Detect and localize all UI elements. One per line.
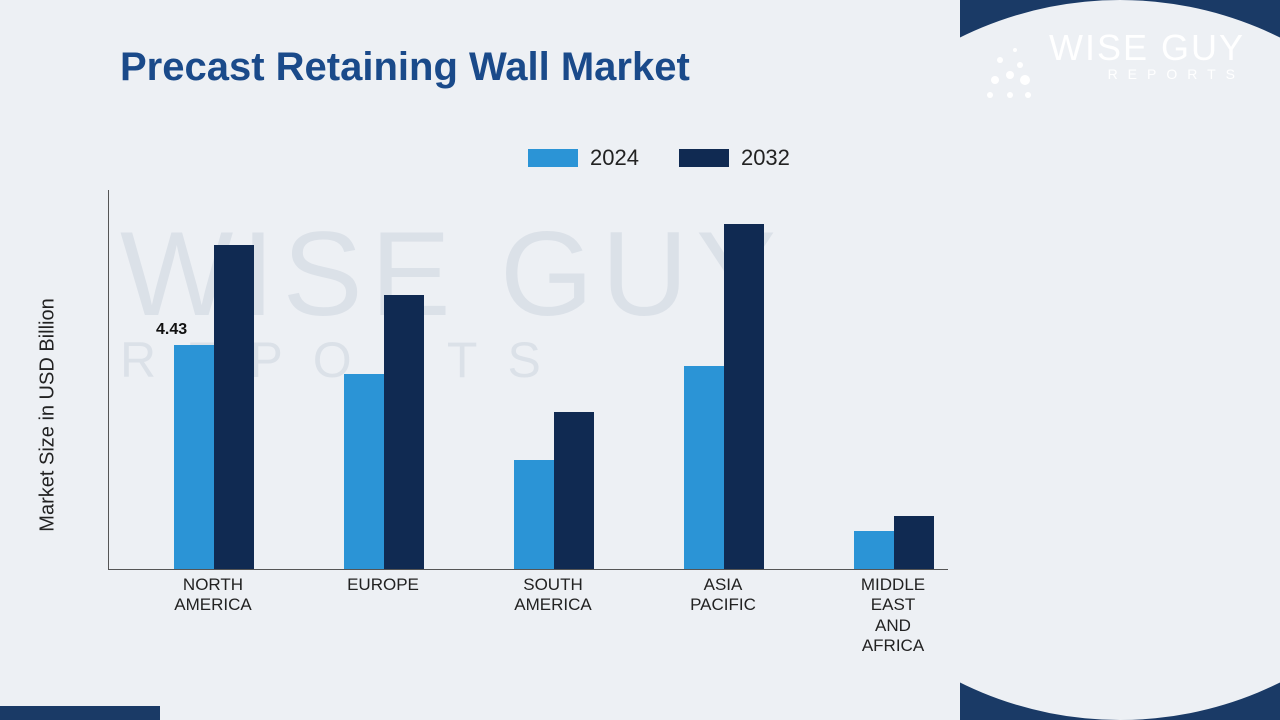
category-label: MIDDLEEASTANDAFRICA: [833, 575, 953, 657]
bar-group: 4.43: [154, 245, 274, 569]
bar: [894, 516, 934, 569]
x-axis-labels: NORTHAMERICA EUROPE SOUTHAMERICA ASIAPACIFI…: [108, 575, 948, 695]
legend-label-2032: 2032: [741, 145, 790, 171]
legend-item-2024: 2024: [528, 145, 639, 171]
legend-swatch-2024: [528, 149, 578, 167]
bar: [724, 224, 764, 569]
bottom-accent-bar: [0, 706, 160, 720]
category-label: ASIAPACIFIC: [663, 575, 783, 616]
brand-sub: REPORTS: [1049, 66, 1245, 82]
bar: [684, 366, 724, 569]
category-label: EUROPE: [323, 575, 443, 595]
legend: 2024 2032: [528, 145, 790, 171]
legend-label-2024: 2024: [590, 145, 639, 171]
bar-group: [324, 295, 444, 569]
chart-title: Precast Retaining Wall Market: [120, 45, 690, 90]
brand-logo: WISE GUY REPORTS: [1049, 30, 1245, 82]
legend-item-2032: 2032: [679, 145, 790, 171]
bar: [384, 295, 424, 569]
bar: [344, 374, 384, 569]
bar: [174, 345, 214, 569]
bar: [554, 412, 594, 569]
bar-group: [834, 516, 954, 569]
plot-area: 4.43: [108, 190, 948, 570]
bar: [214, 245, 254, 569]
bar: [854, 531, 894, 569]
category-label: SOUTHAMERICA: [493, 575, 613, 616]
bar-group: [494, 412, 614, 569]
chart: Market Size in USD Billion 2024 2032 4.4…: [48, 150, 948, 680]
brand-head-icon: [980, 40, 1040, 110]
bar-group: [664, 224, 784, 569]
legend-swatch-2032: [679, 149, 729, 167]
category-label: NORTHAMERICA: [153, 575, 273, 616]
brand-name: WISE GUY: [1049, 30, 1245, 66]
bar: [514, 460, 554, 569]
bar-value-label: 4.43: [156, 321, 187, 339]
